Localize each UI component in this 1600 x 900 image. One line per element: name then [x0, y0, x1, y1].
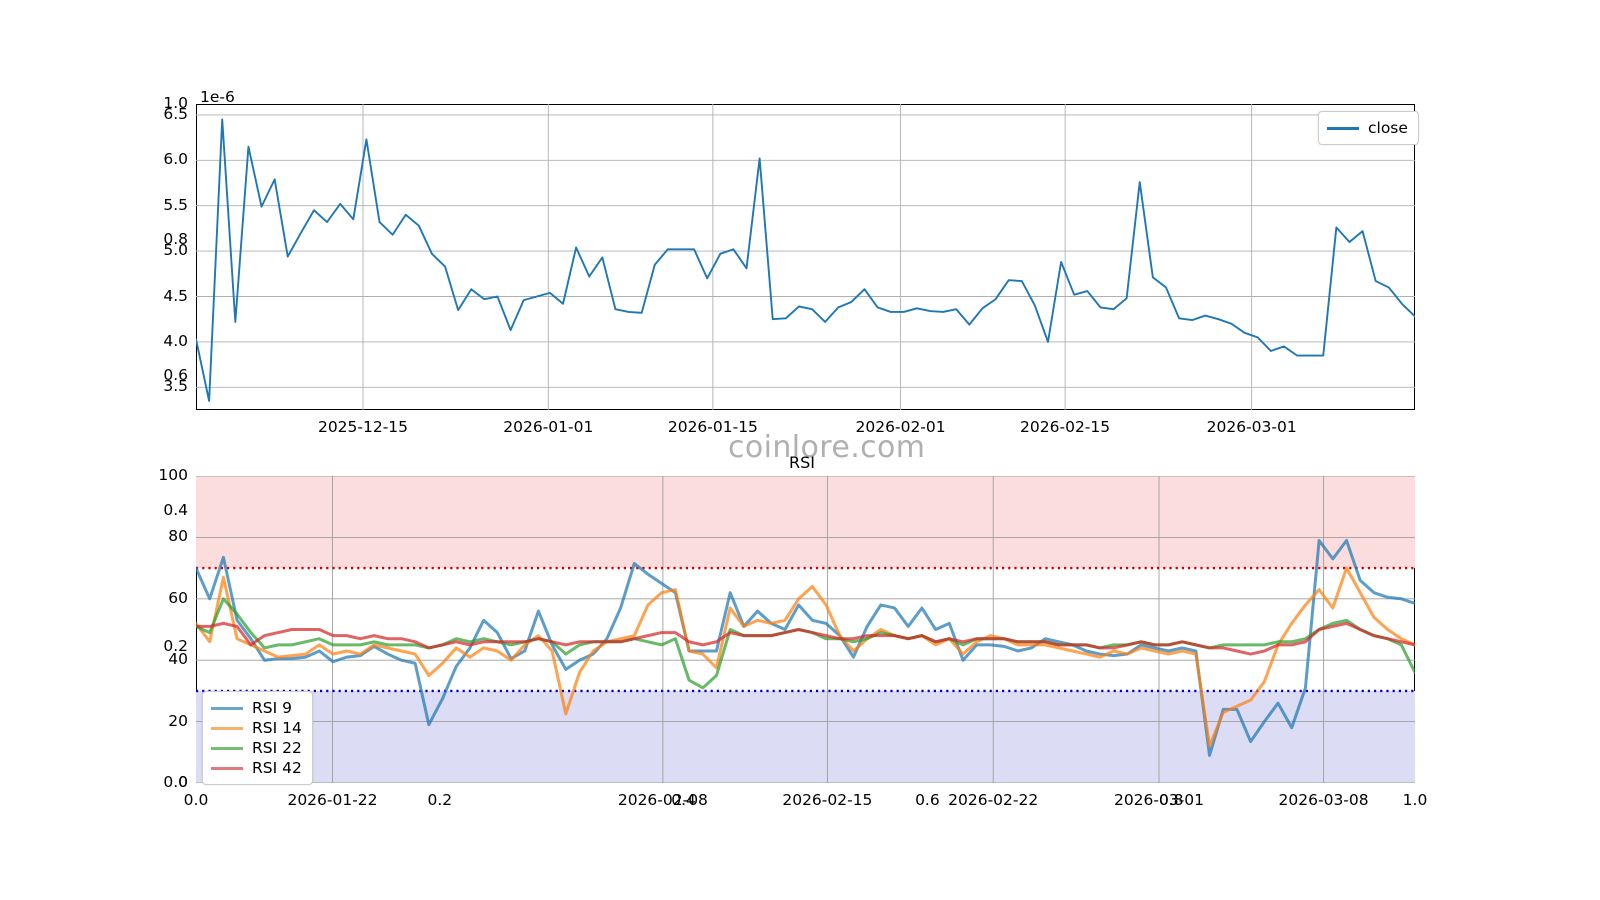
rsi-y-tick-label: 60 — [168, 588, 188, 607]
rsi14-line-swatch — [211, 726, 243, 730]
legend-item: RSI 9 — [211, 698, 302, 718]
rsi-panel-title: RSI — [789, 453, 815, 472]
rsi9-line-swatch — [211, 706, 243, 710]
rsi-y-tick-label: 20 — [168, 711, 188, 730]
price-y-tick-label: 4.0 — [163, 331, 188, 350]
overlay-x-tick-label: 1.0 — [1402, 791, 1428, 809]
legend-item-label: RSI 14 — [252, 719, 302, 737]
price-y-offset-text: 1e-6 — [200, 88, 235, 106]
overlay-x-tick-label: 0.4 — [671, 791, 696, 809]
site-watermark: coinlore.com — [728, 430, 926, 465]
overlay-y-tick-label: 0.2 — [163, 637, 188, 656]
overlay-y-tick-label: 0.6 — [163, 365, 188, 384]
rsi-x-tick-label: 2026-01-22 — [287, 791, 378, 809]
legend-item-label: RSI 9 — [252, 699, 292, 717]
price-x-tick-label: 2026-01-15 — [667, 418, 758, 436]
price-chart-canvas — [196, 104, 1415, 410]
price-y-tick-label: 6.5 — [163, 104, 188, 123]
legend-item-label: close — [1368, 119, 1408, 137]
legend-item-label: RSI 22 — [252, 739, 302, 757]
legend-item: RSI 42 — [211, 758, 302, 778]
overlay-y-tick-label: 0.8 — [163, 229, 188, 248]
price-x-tick-label: 2026-03-01 — [1206, 418, 1297, 436]
price-y-tick-label: 5.5 — [163, 195, 188, 214]
price-y-tick-label: 5.0 — [163, 241, 188, 260]
price-x-tick-label: 2026-02-01 — [855, 418, 946, 436]
overlay-x-tick-label: 0.2 — [427, 791, 453, 809]
price-y-tick-label: 4.5 — [163, 286, 188, 305]
close-line-swatch — [1327, 126, 1359, 130]
rsi-chart-canvas — [196, 476, 1415, 783]
rsi-y-tick-label: 80 — [168, 527, 188, 546]
rsi-x-tick-label: 2026-02-15 — [782, 791, 873, 809]
rsi-legend: RSI 9 RSI 14 RSI 22 RSI 42 — [202, 691, 313, 785]
rsi-x-tick-label: 2026-02-22 — [948, 791, 1039, 809]
legend-item: RSI 22 — [211, 738, 302, 758]
price-y-tick-label: 3.5 — [163, 377, 188, 396]
rsi-y-tick-label: 0 — [178, 773, 188, 791]
price-y-tick-label: 6.0 — [163, 150, 188, 169]
rsi-x-tick-label: 2026-03-08 — [1278, 791, 1369, 809]
legend-item: close — [1327, 118, 1408, 138]
overlay-y-tick-label: 0.0 — [163, 773, 188, 791]
price-plot-frame — [196, 104, 1415, 410]
overlay-y-tick-label: 1.0 — [163, 94, 188, 112]
overlay-x-tick-label: 0.8 — [1158, 791, 1184, 809]
price-legend: close — [1318, 111, 1419, 145]
overlay-x-tick-label: 0.0 — [183, 791, 209, 809]
legend-item: RSI 14 — [211, 718, 302, 738]
rsi-y-tick-label: 100 — [158, 466, 188, 484]
rsi-x-tick-label: 2026-03-01 — [1113, 791, 1205, 809]
price-x-tick-label: 2025-12-15 — [317, 418, 409, 436]
overlay-y-tick-label: 0.4 — [163, 501, 188, 520]
price-x-tick-label: 2026-01-01 — [503, 418, 594, 436]
rsi-x-tick-label: 2026-02-08 — [617, 791, 708, 809]
rsi22-line-swatch — [211, 746, 243, 750]
price-x-tick-label: 2026-02-15 — [1020, 418, 1111, 436]
legend-item-label: RSI 42 — [252, 759, 302, 777]
rsi-y-tick-label: 40 — [168, 650, 188, 669]
rsi42-line-swatch — [211, 766, 243, 770]
overlay-x-tick-label: 0.6 — [915, 791, 940, 809]
